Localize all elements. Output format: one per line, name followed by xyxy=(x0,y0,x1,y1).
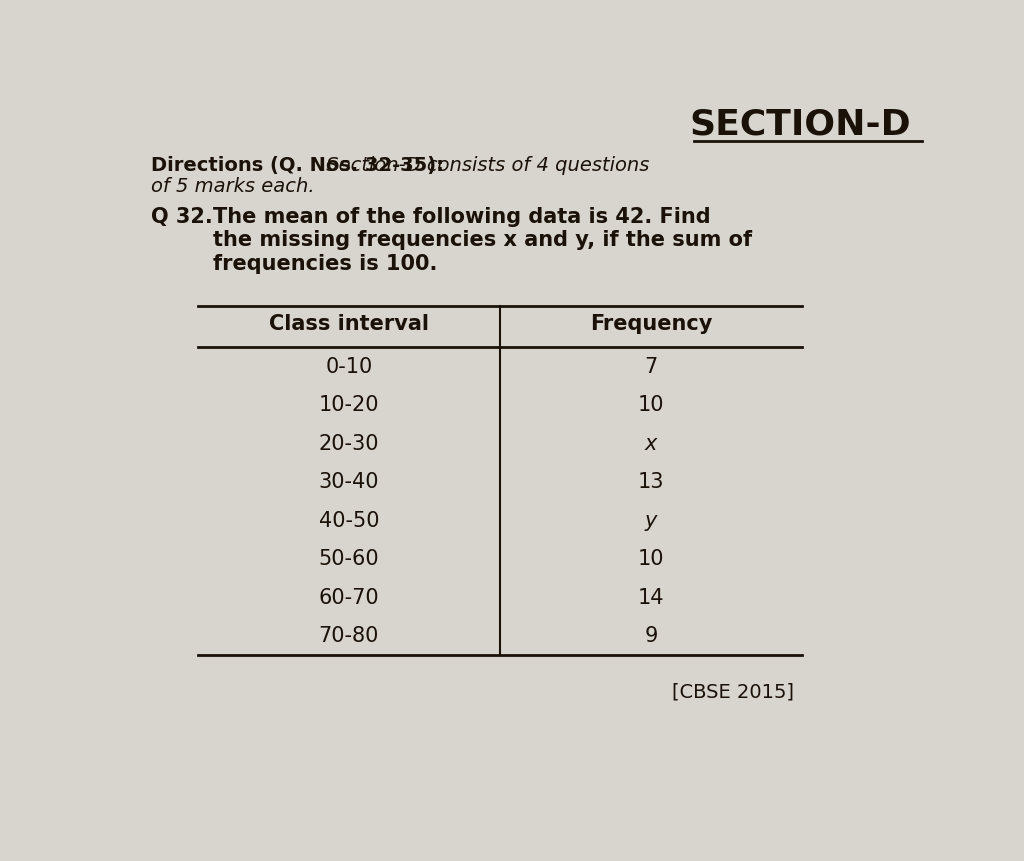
Text: The mean of the following data is 42. Find: The mean of the following data is 42. Fi… xyxy=(213,208,711,227)
Text: 9: 9 xyxy=(644,626,657,646)
Text: 10: 10 xyxy=(638,548,665,568)
Text: Frequency: Frequency xyxy=(590,313,713,333)
Text: 7: 7 xyxy=(644,356,657,376)
Text: 10-20: 10-20 xyxy=(318,395,379,415)
Text: y: y xyxy=(645,511,657,530)
Text: 20-30: 20-30 xyxy=(318,433,379,453)
Text: 13: 13 xyxy=(638,472,665,492)
Text: 40-50: 40-50 xyxy=(318,511,379,530)
Text: Directions (Q. Nos. 32-35):: Directions (Q. Nos. 32-35): xyxy=(152,156,444,175)
Text: of 5 marks each.: of 5 marks each. xyxy=(152,177,314,195)
Text: Section-D consists of 4 questions: Section-D consists of 4 questions xyxy=(321,156,649,175)
Text: SECTION-D: SECTION-D xyxy=(689,107,910,141)
Text: [CBSE 2015]: [CBSE 2015] xyxy=(673,682,795,701)
Text: frequencies is 100.: frequencies is 100. xyxy=(213,253,437,273)
Text: 70-80: 70-80 xyxy=(318,626,379,646)
Text: 30-40: 30-40 xyxy=(318,472,379,492)
Text: Q 32.: Q 32. xyxy=(152,208,213,227)
Text: Class interval: Class interval xyxy=(269,313,429,333)
Text: 14: 14 xyxy=(638,587,665,607)
Text: 50-60: 50-60 xyxy=(318,548,379,568)
Text: 60-70: 60-70 xyxy=(318,587,379,607)
Text: 0-10: 0-10 xyxy=(326,356,373,376)
Text: x: x xyxy=(645,433,657,453)
Text: the missing frequencies x and y, if the sum of: the missing frequencies x and y, if the … xyxy=(213,230,753,251)
Text: 10: 10 xyxy=(638,395,665,415)
